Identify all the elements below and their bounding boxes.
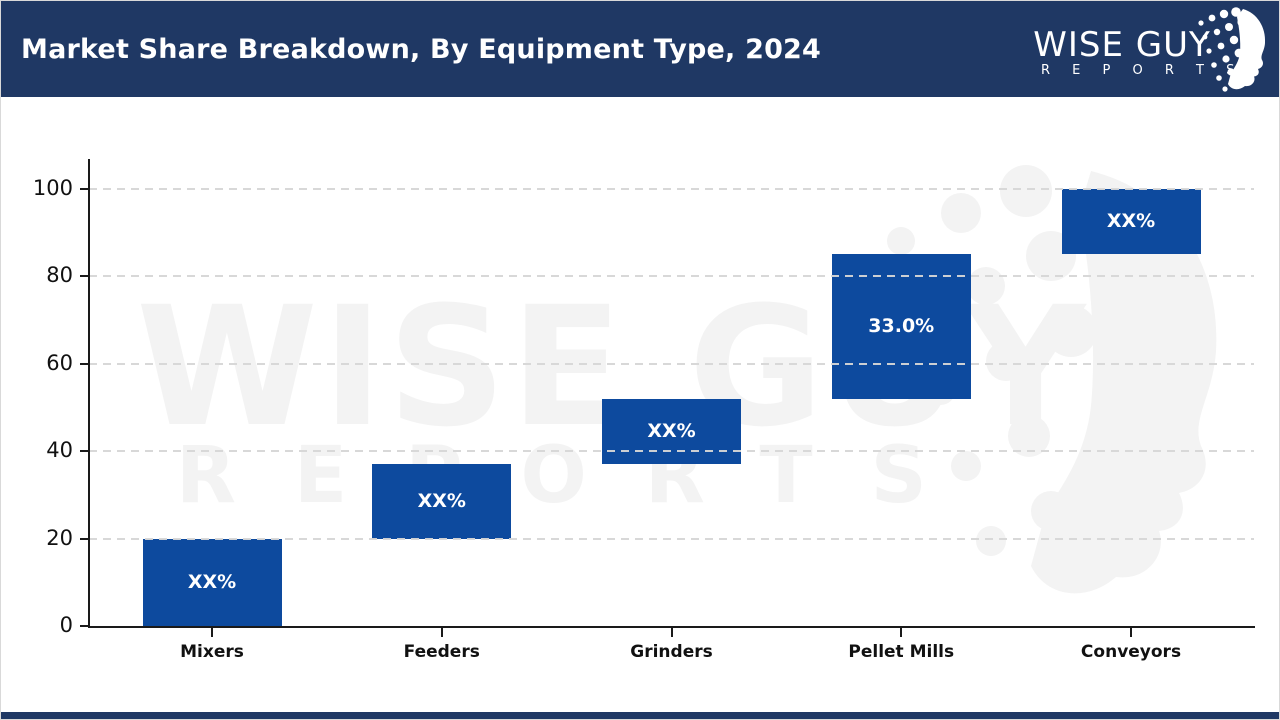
bar-value-label: XX% (417, 490, 466, 513)
y-tick-label-60: 60 (46, 350, 73, 375)
category-label: Pellet Mills (848, 642, 955, 662)
y-tick-20 (80, 537, 89, 540)
y-tick-label-40: 40 (46, 438, 73, 462)
logo-wordmark: WISE GUY (1033, 25, 1211, 65)
x-tick-2 (670, 628, 673, 637)
category-label: Conveyors (1080, 642, 1182, 662)
y-tick-label-100: 100 (32, 175, 73, 200)
y-tick-0 (80, 625, 89, 627)
footer-bar (1, 712, 1279, 719)
category-label: Mixers (180, 642, 244, 662)
gridline-20 (89, 537, 1254, 540)
y-tick-60 (80, 362, 89, 365)
bar-value-label: 33.0% (868, 315, 935, 338)
dotted-face-icon (1198, 7, 1266, 92)
y-tick-label-0: 0 (59, 613, 73, 637)
y-tick-40 (80, 450, 89, 452)
x-axis-line (88, 626, 1255, 628)
bar-value-label: XX% (647, 420, 696, 443)
gridline-100 (89, 187, 1254, 190)
bar-conveyors[interactable] (1061, 188, 1201, 255)
y-tick-80 (80, 275, 89, 277)
bar-feeders[interactable] (372, 464, 512, 539)
y-tick-label-80: 80 (46, 263, 73, 287)
header-bar: Market Share Breakdown, By Equipment Typ… (1, 1, 1279, 97)
bar-mixers[interactable] (142, 538, 282, 626)
bar-pellet-mills[interactable] (831, 254, 971, 399)
bar-value-label: XX% (187, 571, 237, 594)
bar-grinders[interactable] (602, 398, 741, 465)
category-label: Grinders (630, 642, 713, 662)
x-tick-0 (211, 628, 213, 637)
y-tick-100 (80, 187, 89, 190)
gridline-40 (89, 450, 1254, 452)
watermark-subtitle: REPORTS (176, 431, 985, 521)
chart-title: Market Share Breakdown, By Equipment Typ… (21, 33, 822, 65)
x-tick-3 (900, 628, 903, 637)
wise-guy-logo: WISE GUY R E P O R T S (1027, 1, 1267, 97)
y-tick-label-20: 20 (46, 525, 73, 550)
category-label: Feeders (403, 642, 480, 662)
y-axis-line (88, 159, 90, 628)
gridline-80 (89, 275, 1254, 277)
x-tick-4 (1130, 628, 1132, 637)
bar-value-label: XX% (1106, 210, 1156, 233)
logo-subtitle: R E P O R T S (1041, 63, 1244, 78)
x-tick-1 (440, 628, 443, 637)
gridline-60 (89, 362, 1254, 365)
